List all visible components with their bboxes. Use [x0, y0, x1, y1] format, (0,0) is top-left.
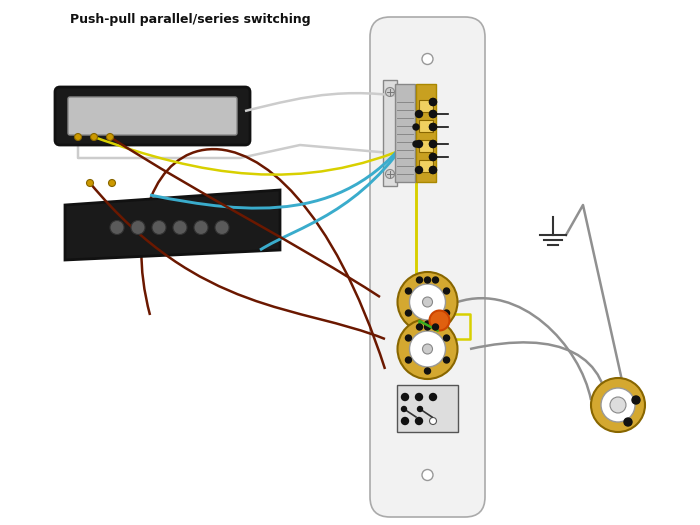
- Circle shape: [405, 288, 412, 294]
- Circle shape: [405, 310, 412, 316]
- Circle shape: [430, 153, 437, 161]
- Circle shape: [87, 180, 94, 186]
- Circle shape: [430, 110, 437, 118]
- Circle shape: [398, 272, 458, 332]
- Circle shape: [610, 397, 626, 413]
- FancyBboxPatch shape: [397, 385, 458, 432]
- Circle shape: [430, 310, 449, 331]
- Circle shape: [424, 277, 430, 283]
- Circle shape: [410, 284, 445, 320]
- Circle shape: [416, 166, 423, 173]
- Circle shape: [601, 388, 635, 422]
- Circle shape: [416, 110, 423, 118]
- Circle shape: [632, 396, 640, 404]
- Circle shape: [591, 378, 645, 432]
- Circle shape: [386, 170, 395, 179]
- Circle shape: [444, 335, 449, 341]
- FancyBboxPatch shape: [419, 160, 433, 172]
- Circle shape: [405, 357, 412, 363]
- Circle shape: [416, 394, 423, 401]
- Circle shape: [416, 277, 423, 283]
- Circle shape: [433, 324, 438, 330]
- Circle shape: [444, 357, 449, 363]
- Circle shape: [417, 406, 423, 412]
- Circle shape: [90, 133, 97, 141]
- Circle shape: [194, 220, 208, 235]
- Text: Push-pull parallel/series switching: Push-pull parallel/series switching: [70, 13, 311, 26]
- Circle shape: [430, 110, 437, 118]
- Circle shape: [424, 324, 430, 330]
- Circle shape: [413, 141, 419, 147]
- FancyBboxPatch shape: [419, 100, 433, 112]
- Circle shape: [424, 321, 430, 327]
- FancyBboxPatch shape: [68, 97, 237, 135]
- Circle shape: [430, 417, 437, 425]
- Circle shape: [74, 133, 81, 141]
- Circle shape: [215, 220, 229, 235]
- Circle shape: [416, 417, 423, 425]
- Circle shape: [430, 166, 437, 173]
- FancyBboxPatch shape: [370, 17, 485, 517]
- FancyBboxPatch shape: [383, 80, 397, 186]
- Circle shape: [110, 220, 124, 235]
- Circle shape: [430, 141, 437, 148]
- FancyBboxPatch shape: [419, 140, 433, 152]
- Circle shape: [173, 220, 187, 235]
- FancyBboxPatch shape: [416, 84, 436, 182]
- FancyBboxPatch shape: [55, 87, 250, 145]
- FancyBboxPatch shape: [419, 120, 433, 132]
- Circle shape: [402, 406, 407, 412]
- Circle shape: [424, 368, 430, 374]
- Circle shape: [430, 123, 437, 131]
- Circle shape: [422, 469, 433, 480]
- Circle shape: [430, 394, 437, 401]
- Circle shape: [106, 133, 113, 141]
- Circle shape: [398, 319, 458, 379]
- Circle shape: [386, 88, 395, 97]
- Circle shape: [402, 394, 409, 401]
- Circle shape: [402, 417, 409, 425]
- Polygon shape: [65, 190, 280, 260]
- Circle shape: [405, 335, 412, 341]
- Circle shape: [444, 288, 449, 294]
- Circle shape: [423, 297, 433, 307]
- Circle shape: [430, 141, 437, 148]
- Circle shape: [430, 166, 437, 173]
- Circle shape: [430, 123, 437, 131]
- Circle shape: [433, 277, 438, 283]
- Circle shape: [430, 153, 437, 161]
- Circle shape: [416, 141, 423, 148]
- Circle shape: [131, 220, 145, 235]
- Circle shape: [430, 99, 437, 106]
- Circle shape: [152, 220, 166, 235]
- Circle shape: [410, 331, 445, 367]
- Circle shape: [423, 344, 433, 354]
- Circle shape: [444, 310, 449, 316]
- Circle shape: [430, 99, 437, 106]
- FancyBboxPatch shape: [395, 84, 415, 182]
- Circle shape: [422, 54, 433, 65]
- Circle shape: [413, 124, 419, 130]
- Circle shape: [416, 324, 423, 330]
- Circle shape: [624, 418, 632, 426]
- Circle shape: [108, 180, 116, 186]
